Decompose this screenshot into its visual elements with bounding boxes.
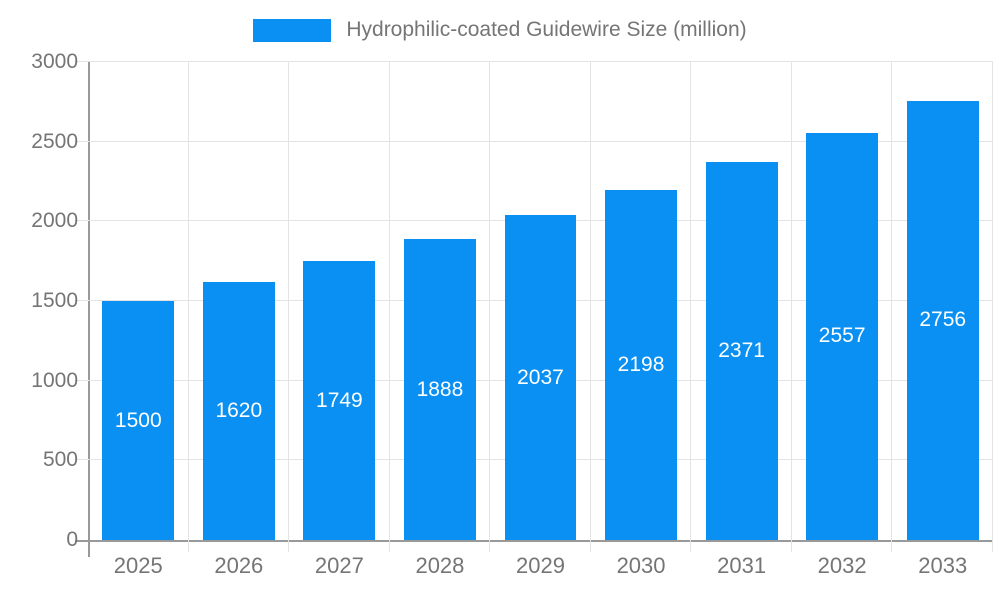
bar-2029[interactable]: 2037	[504, 215, 577, 540]
y-tick-label: 3000	[31, 50, 78, 73]
bar-2030[interactable]: 2198	[605, 189, 677, 540]
y-tick-label: 1500	[31, 289, 78, 312]
gridline-vertical	[891, 62, 893, 552]
bar-value-label: 1888	[416, 377, 464, 401]
legend-swatch[interactable]	[253, 18, 332, 42]
bar-value-label: 2756	[919, 308, 967, 332]
gridline-vertical	[187, 62, 189, 552]
bar-2032[interactable]: 2557	[806, 132, 879, 540]
bar-2031[interactable]: 2371	[705, 162, 778, 540]
y-tick-label: 2000	[31, 209, 78, 233]
bar-2028[interactable]: 1888	[403, 239, 476, 540]
bar-2033[interactable]: 2756	[906, 100, 979, 540]
x-axis-line	[75, 540, 993, 542]
y-tick-label: 500	[42, 448, 78, 472]
gridline-vertical	[790, 62, 792, 552]
bar-value-label: 1500	[114, 408, 162, 432]
y-axis-tick-labels: 0 500 1000 1500 2000 2500 3000	[0, 50, 78, 551]
legend-label: Hydrophilic-coated Guidewire Size (milli…	[346, 18, 747, 41]
y-tick-label: 0	[66, 528, 78, 551]
bar-value-label: 1749	[316, 388, 363, 412]
bar-value-label: 2037	[517, 365, 564, 389]
y-tick-label: 1000	[31, 368, 78, 392]
x-tick-label: 2029	[516, 553, 565, 578]
bar-value-label: 2557	[818, 324, 866, 348]
bar-value-label: 2371	[718, 339, 765, 363]
x-tick-label: 2027	[314, 553, 364, 578]
x-tick-label: 2032	[817, 553, 867, 578]
x-axis-tick-labels: 2025 2026 2027 2028 2029 2030 2031 2032 2033	[88, 540, 993, 585]
bar-2026[interactable]: 1620	[202, 281, 275, 540]
bar-value-label: 1620	[215, 398, 263, 422]
gridline-vertical	[690, 62, 692, 552]
x-tick-label: 2025	[113, 553, 163, 578]
x-tick-label: 2033	[918, 553, 968, 578]
y-axis-line	[88, 62, 90, 557]
gridline-vertical	[589, 62, 591, 552]
x-tick-label: 2030	[616, 553, 666, 578]
x-tick-label: 2026	[214, 553, 264, 578]
gridline-vertical	[388, 62, 390, 552]
gridline-vertical	[992, 62, 993, 552]
bar-value-label: 2198	[617, 352, 665, 376]
x-tick-label: 2031	[717, 553, 767, 578]
x-tick-label: 2028	[415, 553, 465, 578]
gridline-vertical	[288, 62, 290, 552]
y-tick-label: 2500	[31, 129, 78, 153]
gridline-horizontal	[75, 140, 993, 142]
bar-2027[interactable]: 1749	[303, 261, 376, 540]
gridline-vertical	[489, 62, 491, 552]
plot-area: 1500 1620 1749 1888 2037 2198 2371 2557 2756	[75, 61, 993, 557]
bar-2025[interactable]: 1500	[102, 301, 175, 540]
legend[interactable]: Hydrophilic-coated Guidewire Size (milli…	[0, 18, 1000, 42]
gridline-horizontal	[75, 61, 993, 62]
